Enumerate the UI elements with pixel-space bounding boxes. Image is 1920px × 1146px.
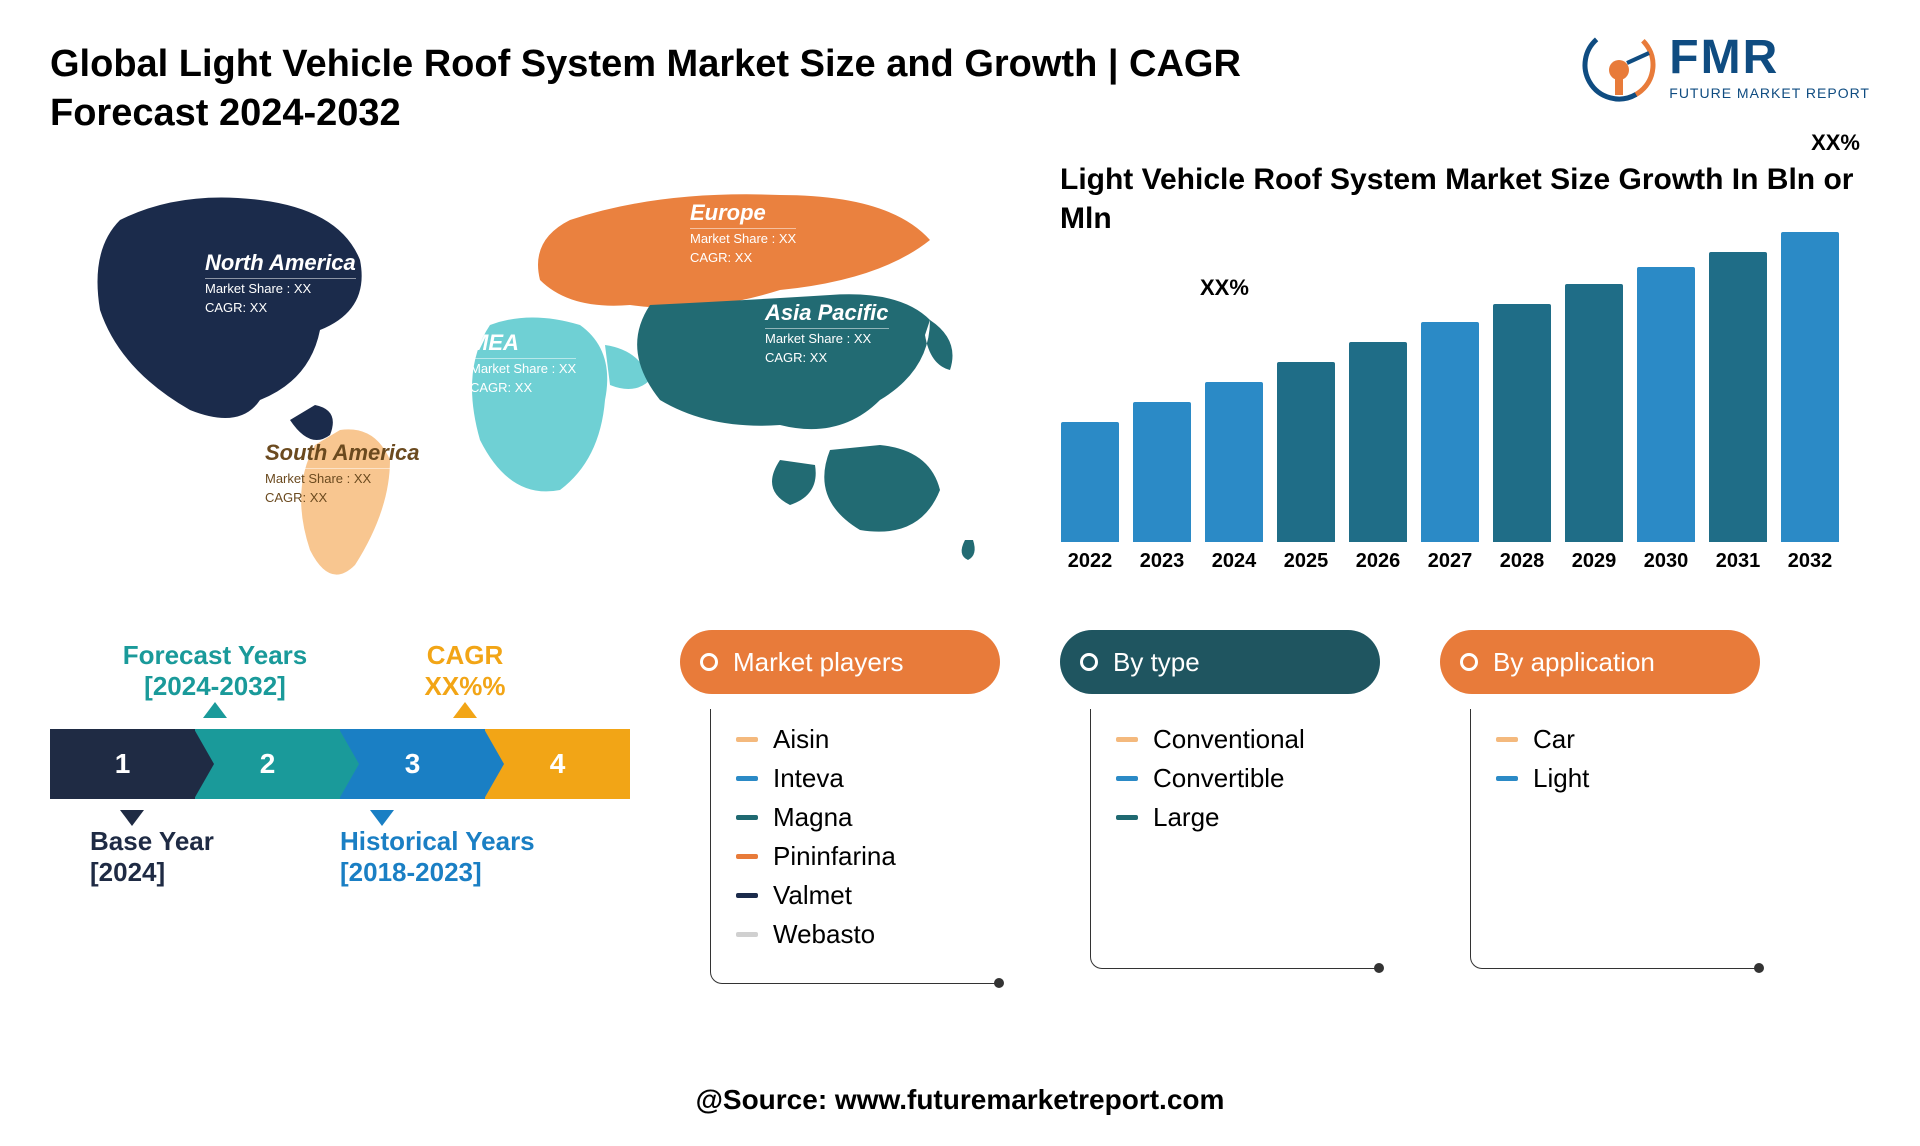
region-label-europe: EuropeMarket Share : XXCAGR: XX xyxy=(690,200,796,265)
page-title: Global Light Vehicle Roof System Market … xyxy=(50,40,1330,139)
cat-body: Conventional Convertible Large xyxy=(1090,709,1380,969)
timeline-seg-3: 3 xyxy=(340,729,485,799)
bar-2032: 2032 xyxy=(1780,232,1840,573)
world-map: North AmericaMarket Share : XXCAGR: XX So… xyxy=(60,170,1020,590)
chart-title: Light Vehicle Roof System Market Size Gr… xyxy=(1060,160,1870,238)
timeline-top-0: Forecast Years [2024-2032] xyxy=(90,640,340,724)
cat-item: Magna xyxy=(736,802,1000,833)
bar-2023: 2023 xyxy=(1132,402,1192,573)
cat-header: By type xyxy=(1060,630,1380,694)
category-by-application: By application Car Light xyxy=(1440,630,1760,969)
region-label-asia-pacific: Asia PacificMarket Share : XXCAGR: XX xyxy=(765,300,889,365)
cat-item: Webasto xyxy=(736,919,1000,950)
cat-header: Market players xyxy=(680,630,1000,694)
cat-item: Large xyxy=(1116,802,1380,833)
bar-2026: 2026 xyxy=(1348,342,1408,573)
source-credit: @Source: www.futuremarketreport.com xyxy=(696,1084,1225,1116)
region-label-south-america: South AmericaMarket Share : XXCAGR: XX xyxy=(265,440,419,505)
cat-item: Convertible xyxy=(1116,763,1380,794)
logo-icon xyxy=(1579,25,1659,105)
logo-text: FMR xyxy=(1669,30,1870,85)
bar-chart: Light Vehicle Roof System Market Size Gr… xyxy=(1060,160,1870,590)
timeline-seg-4: 4 xyxy=(485,729,630,799)
bar-2028: 2028 xyxy=(1492,304,1552,573)
bullet-icon xyxy=(700,653,718,671)
bullet-icon xyxy=(1460,653,1478,671)
timeline-bot-0: Base Year [2024] xyxy=(90,804,340,888)
bar-2024: 2024 xyxy=(1204,382,1264,573)
chart-annot-2024: XX% xyxy=(1200,275,1249,301)
bar-2022: 2022 xyxy=(1060,422,1120,573)
bar-2030: 2030 xyxy=(1636,267,1696,573)
cat-item: Car xyxy=(1496,724,1760,755)
category-by-type: By type Conventional Convertible Large xyxy=(1060,630,1380,969)
bullet-icon xyxy=(1080,653,1098,671)
bar-2031: 2031 xyxy=(1708,252,1768,573)
timeline: Forecast Years [2024-2032] CAGR XX%% 123… xyxy=(50,640,630,1020)
bar-2025: 2025 xyxy=(1276,362,1336,573)
timeline-seg-1: 1 xyxy=(50,729,195,799)
cat-item: Light xyxy=(1496,763,1760,794)
cat-item: Valmet xyxy=(736,880,1000,911)
cat-body: Car Light xyxy=(1470,709,1760,969)
logo-subtext: FUTURE MARKET REPORT xyxy=(1669,85,1870,101)
region-label-north-america: North AmericaMarket Share : XXCAGR: XX xyxy=(205,250,356,315)
bar-2027: 2027 xyxy=(1420,322,1480,573)
cat-item: Pininfarina xyxy=(736,841,1000,872)
category-market-players: Market players Aisin Inteva Magna Pininfari… xyxy=(680,630,1000,984)
cat-item: Aisin xyxy=(736,724,1000,755)
region-label-mea: MEAMarket Share : XXCAGR: XX xyxy=(470,330,576,395)
cat-body: Aisin Inteva Magna Pininfarina Valmet Webasto xyxy=(710,709,1000,984)
cat-item: Conventional xyxy=(1116,724,1380,755)
timeline-top-1: CAGR XX%% xyxy=(340,640,590,724)
timeline-bot-1: Historical Years [2018-2023] xyxy=(340,804,590,888)
cat-header: By application xyxy=(1440,630,1760,694)
timeline-seg-2: 2 xyxy=(195,729,340,799)
fmr-logo: FMR FUTURE MARKET REPORT xyxy=(1579,25,1870,105)
bar-2029: 2029 xyxy=(1564,284,1624,573)
chart-annot-2032: XX% xyxy=(1811,130,1860,156)
cat-item: Inteva xyxy=(736,763,1000,794)
